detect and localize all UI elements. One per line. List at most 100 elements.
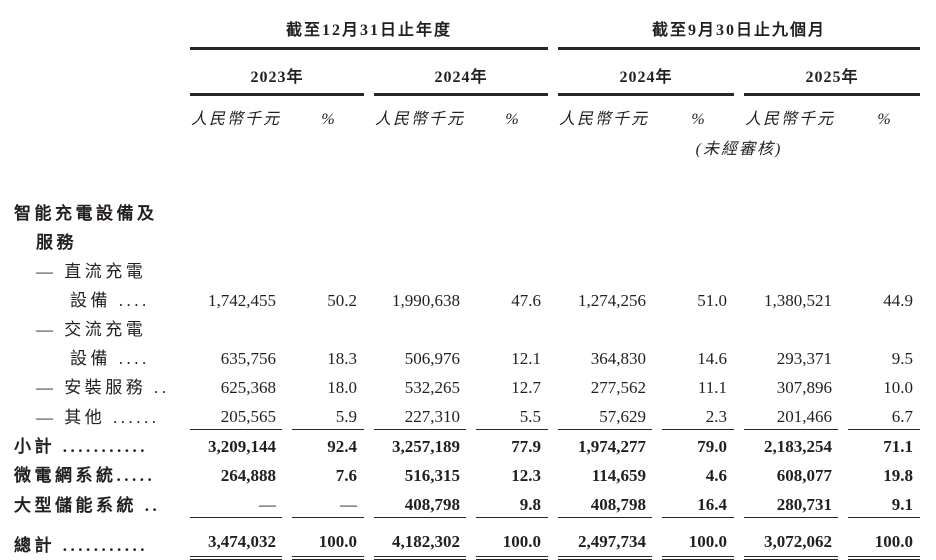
amount-cell: 205,565	[190, 400, 282, 430]
amount-cell: 1,380,521	[764, 291, 832, 311]
amount-cell: 4,182,302	[374, 518, 466, 560]
percent-cell: 100.0	[662, 518, 734, 560]
percent-cell: 16.4	[662, 488, 734, 518]
amount-cell	[744, 313, 838, 342]
row-label: 大型儲能系統 ..	[14, 496, 161, 516]
percent-cell	[476, 255, 548, 284]
amount-cell: 201,466	[744, 400, 838, 430]
table-row: 服務	[12, 226, 920, 255]
amount-cell	[190, 226, 282, 255]
row-label: 設備 ....	[70, 291, 150, 311]
amount-cell: 1,742,455	[208, 291, 276, 311]
percent-cell	[292, 226, 364, 255]
amount-cell	[558, 313, 652, 342]
row-label: — 其他 ......	[36, 408, 160, 428]
percent-cell	[292, 313, 364, 342]
table-row: — 直流充電	[12, 255, 920, 284]
amount-cell: 264,888	[220, 466, 276, 486]
amount-column-header: 人民幣千元	[745, 111, 836, 128]
amount-column-header: 人民幣千元	[375, 111, 466, 128]
percent-cell: 44.9	[883, 291, 913, 311]
amount-cell	[744, 255, 838, 284]
percent-cell: 2.3	[662, 400, 734, 430]
period-group-title-fy: 截至12月31日止年度	[190, 2, 548, 50]
table-row: 小計 ........... 3,209,144 92.4 3,257,189 77.9…	[12, 430, 920, 459]
percent-cell: 92.4	[327, 437, 357, 457]
amount-cell: 635,756	[220, 349, 276, 369]
percent-cell: 47.6	[511, 291, 541, 311]
amount-cell	[374, 313, 466, 342]
table-row: 大型儲能系統 .. — — 408,798 9.8 408,798 16.4 280,731 9…	[12, 488, 920, 518]
percent-cell	[292, 255, 364, 284]
amount-cell: 408,798	[374, 488, 466, 518]
amount-cell	[744, 226, 838, 255]
percent-cell: 10.0	[883, 378, 913, 398]
row-label: 智能充電設備及	[14, 204, 158, 224]
percent-column-header: %	[505, 111, 519, 128]
amount-cell	[558, 197, 652, 226]
amount-cell: 2,183,254	[764, 437, 832, 457]
percent-cell: 71.1	[883, 437, 913, 457]
table-body: 智能充電設備及 服務 — 直流充電 設備 .... 1,742,455 50.2 1,990…	[12, 197, 920, 560]
percent-cell: 51.0	[697, 291, 727, 311]
amount-cell: 3,257,189	[392, 437, 460, 457]
amount-cell	[374, 226, 466, 255]
amount-cell: 364,830	[590, 349, 646, 369]
percent-column-header: %	[321, 111, 335, 128]
percent-cell: 19.8	[883, 466, 913, 486]
amount-cell: 625,368	[220, 378, 276, 398]
percent-cell: 14.6	[697, 349, 727, 369]
percent-cell: 100.0	[848, 518, 920, 560]
percent-cell: 4.6	[705, 466, 727, 486]
percent-cell: 12.3	[511, 466, 541, 486]
row-label: 總計 ...........	[14, 536, 148, 556]
table-row: — 安裝服務 .. 625,368 18.0 532,265 12.7 277,562 11…	[12, 371, 920, 400]
percent-cell: 9.1	[848, 488, 920, 518]
percent-cell: 100.0	[476, 518, 548, 560]
period-group-title-9m: 截至9月30日止九個月	[558, 2, 920, 50]
percent-cell	[848, 226, 920, 255]
amount-cell: 516,315	[404, 466, 460, 486]
year-header-2024: 2024年	[374, 50, 548, 96]
year-header-2025-9m: 2025年	[744, 50, 920, 96]
percent-cell: 5.9	[292, 400, 364, 430]
amount-cell	[558, 255, 652, 284]
row-label: — 交流充電	[36, 320, 147, 340]
percent-cell	[848, 255, 920, 284]
year-header-2024-9m: 2024年	[558, 50, 734, 96]
percent-column-header: %	[691, 111, 705, 128]
amount-cell: 1,974,277	[578, 437, 646, 457]
table-row: 微電網系統..... 264,888 7.6 516,315 12.3 114,659 4.…	[12, 459, 920, 488]
year-header-2023: 2023年	[190, 50, 364, 96]
amount-cell: 506,976	[404, 349, 460, 369]
row-label: 小計 ...........	[14, 437, 148, 457]
amount-cell	[190, 197, 282, 226]
percent-cell	[848, 197, 920, 226]
amount-cell	[374, 255, 466, 284]
percent-cell	[476, 197, 548, 226]
header-spacer	[12, 2, 180, 50]
amount-cell: 293,371	[776, 349, 832, 369]
amount-cell: 114,659	[591, 466, 646, 486]
percent-cell: 11.1	[697, 378, 727, 398]
unaudited-note-row: (未經審核)	[12, 131, 920, 161]
percent-cell: 12.7	[511, 378, 541, 398]
row-label: 設備 ....	[70, 349, 150, 369]
header-spacer	[12, 131, 548, 161]
table-row: 總計 ........... 3,474,032 100.0 4,182,302 100…	[12, 518, 920, 560]
row-label: — 安裝服務 ..	[36, 378, 170, 398]
percent-cell: 5.5	[476, 400, 548, 430]
percent-cell	[292, 197, 364, 226]
amount-cell: —	[190, 488, 282, 518]
column-header-row: 人民幣千元 % 人民幣千元 % 人民幣千元 % 人民幣千元 %	[12, 96, 920, 131]
year-header-row: 2023年 2024年 2024年 2025年	[12, 50, 920, 96]
table-row: 設備 .... 1,742,455 50.2 1,990,638 47.6 1,274,2…	[12, 284, 920, 313]
percent-cell: 79.0	[697, 437, 727, 457]
header-spacer	[12, 96, 180, 131]
percent-cell: 77.9	[511, 437, 541, 457]
unaudited-note: (未經審核)	[695, 141, 783, 158]
percent-cell: 100.0	[292, 518, 364, 560]
row-label: — 直流充電	[36, 262, 147, 282]
amount-cell: 307,896	[776, 378, 832, 398]
